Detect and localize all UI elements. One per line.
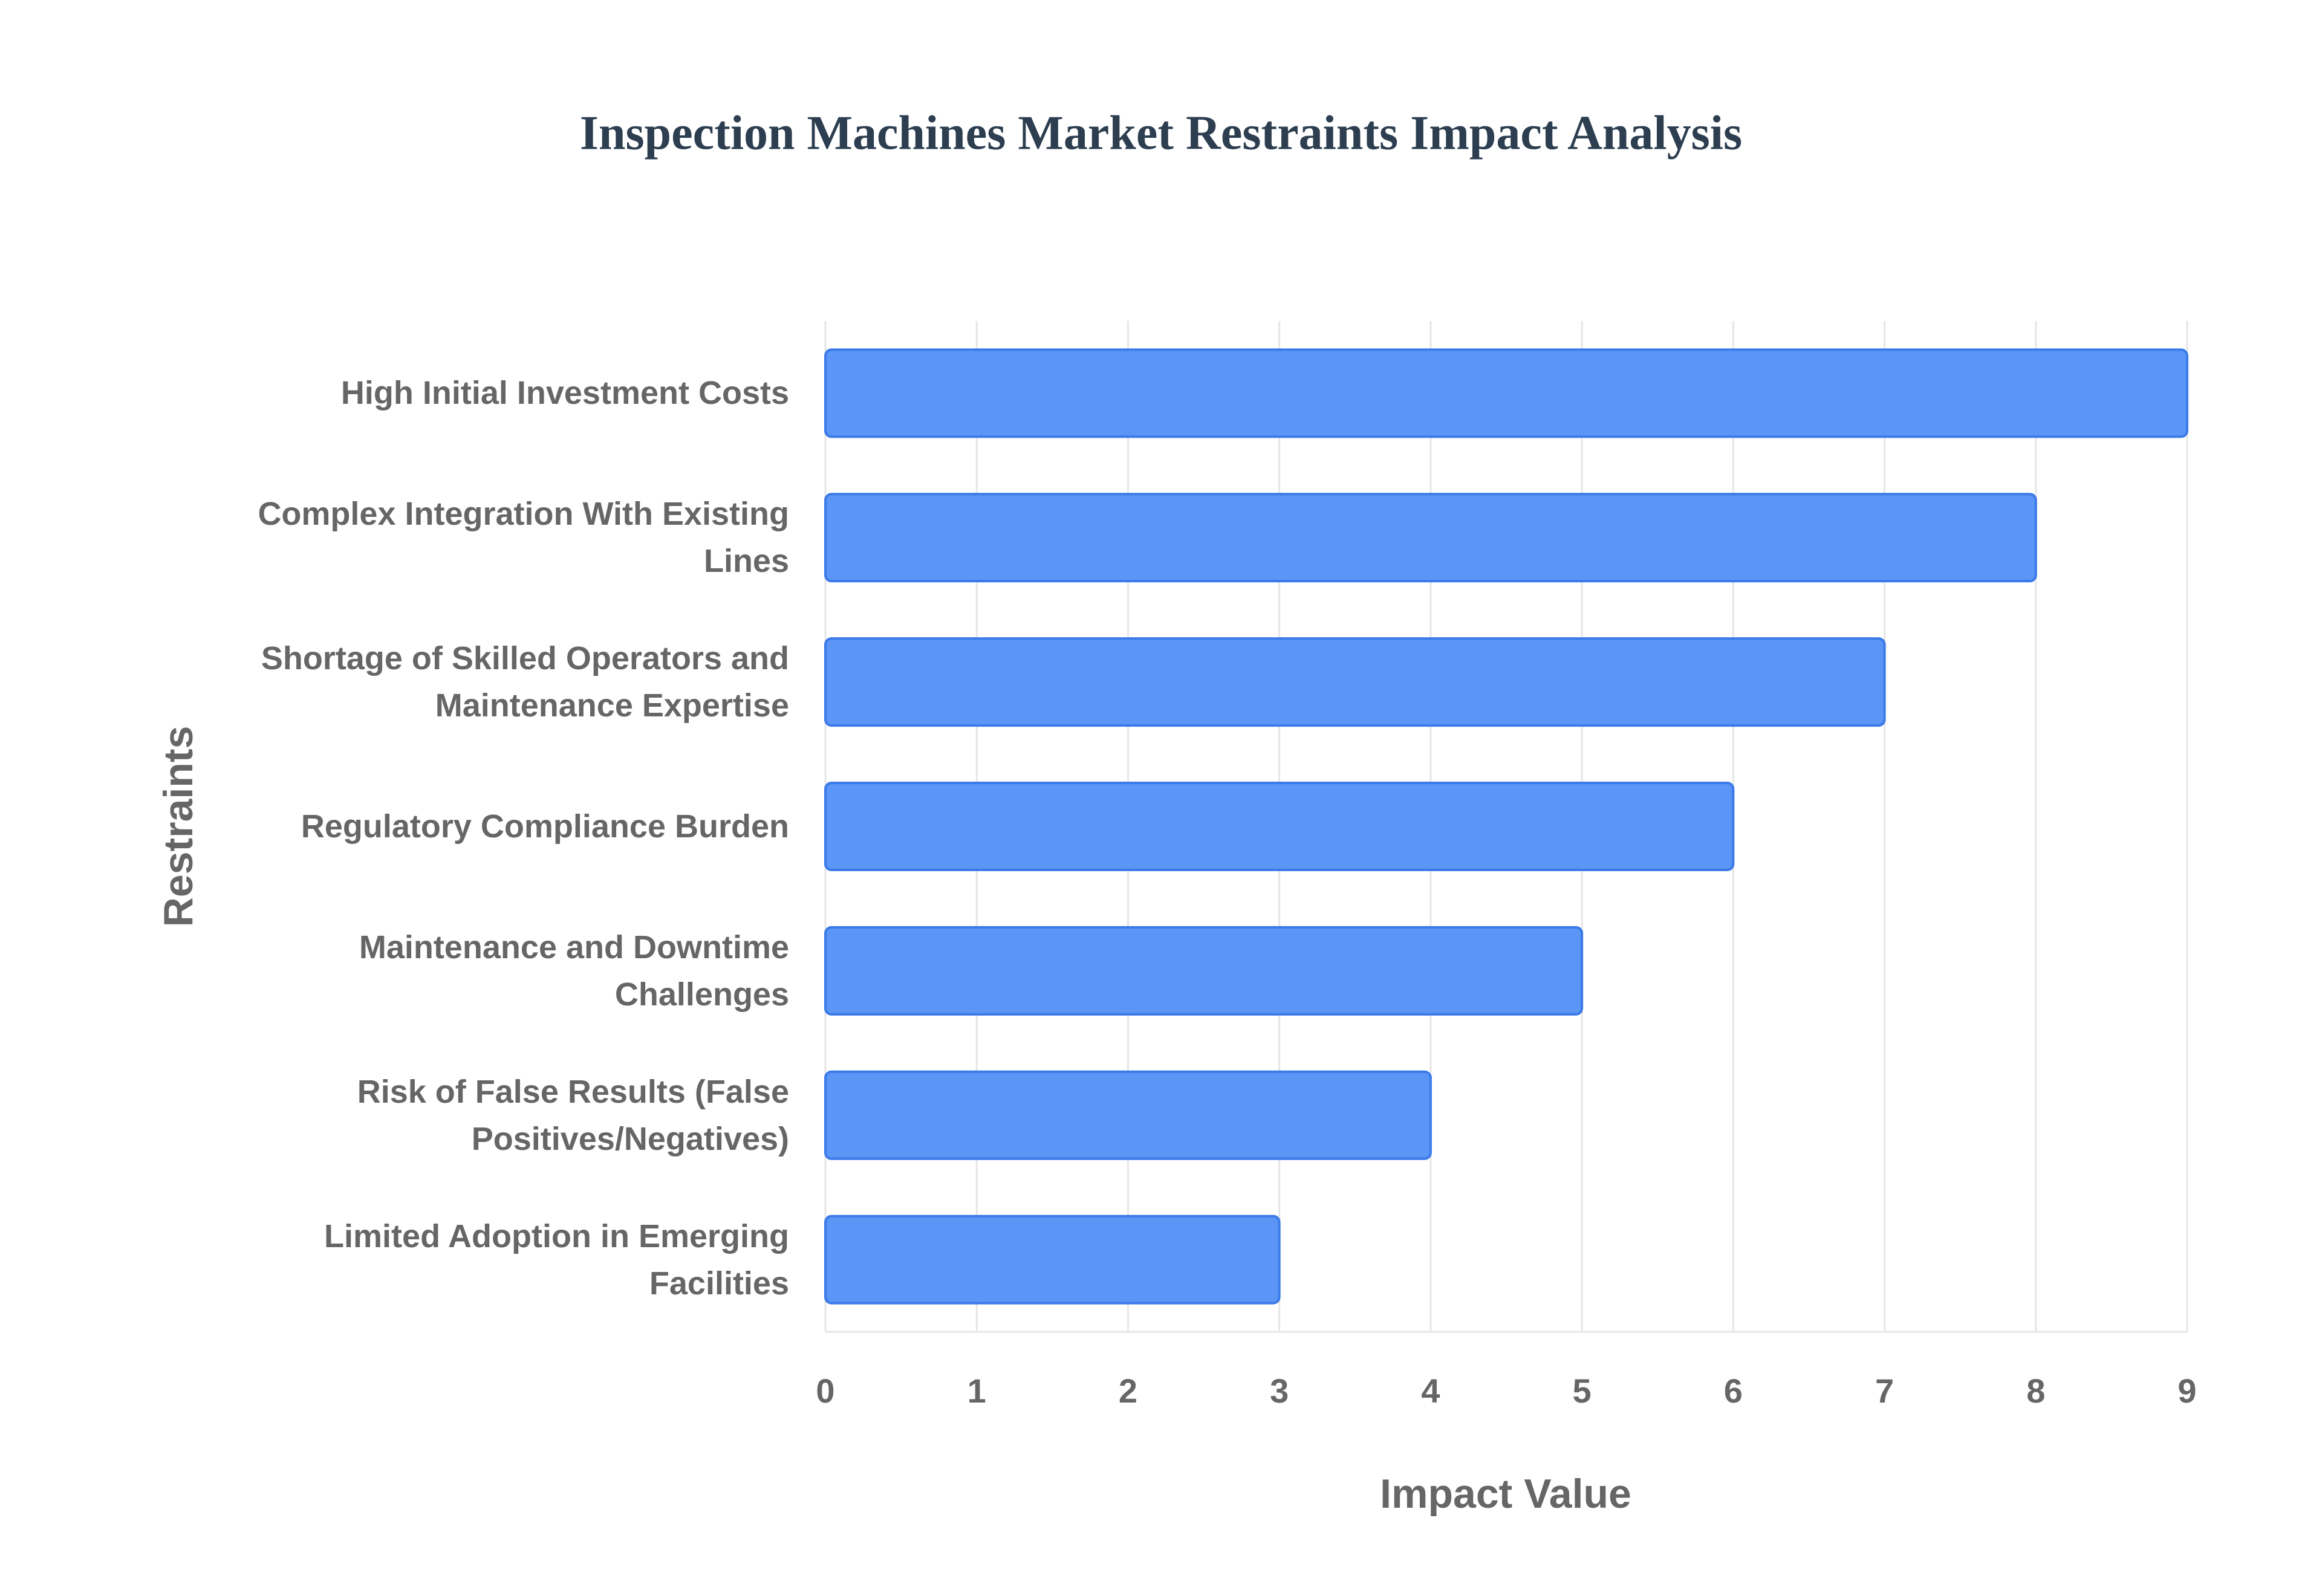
- bar: [824, 1215, 1281, 1305]
- x-tick-label: 3: [1270, 1372, 1289, 1410]
- y-tick-label: Complex Integration With Existing Lines: [258, 496, 789, 580]
- y-tick-label: Maintenance and Downtime Challenges: [359, 929, 789, 1013]
- y-tick-label: Limited Adoption in Emerging Facilities: [324, 1218, 789, 1302]
- y-tick-label: High Initial Investment Costs: [340, 375, 789, 412]
- x-tick-label: 9: [2177, 1372, 2196, 1410]
- bar: [824, 1070, 1432, 1160]
- x-tick-label: 4: [1421, 1372, 1440, 1410]
- bar: [824, 926, 1584, 1016]
- y-tick-label: Risk of False Results (False Positives/N…: [357, 1073, 789, 1157]
- y-tick-label: Regulatory Compliance Burden: [301, 808, 789, 845]
- y-axis-title: Restraints: [155, 726, 201, 927]
- x-tick-label: 8: [2026, 1372, 2045, 1410]
- x-axis-title: Impact Value: [1380, 1471, 1631, 1517]
- x-tick-label: 1: [968, 1372, 986, 1410]
- bar: [824, 493, 2037, 583]
- x-tick-label: 6: [1724, 1372, 1743, 1410]
- x-tick-label: 2: [1119, 1372, 1137, 1410]
- chart-title: Inspection Machines Market Restraints Im…: [580, 106, 1742, 160]
- x-tick-label: 0: [816, 1372, 834, 1410]
- bar: [824, 637, 1886, 727]
- bar: [824, 348, 2188, 438]
- bar: [824, 782, 1735, 871]
- x-tick-label: 5: [1573, 1372, 1592, 1410]
- y-tick-label: Shortage of Skilled Operators and Mainte…: [261, 640, 789, 724]
- x-tick-label: 7: [1875, 1372, 1894, 1410]
